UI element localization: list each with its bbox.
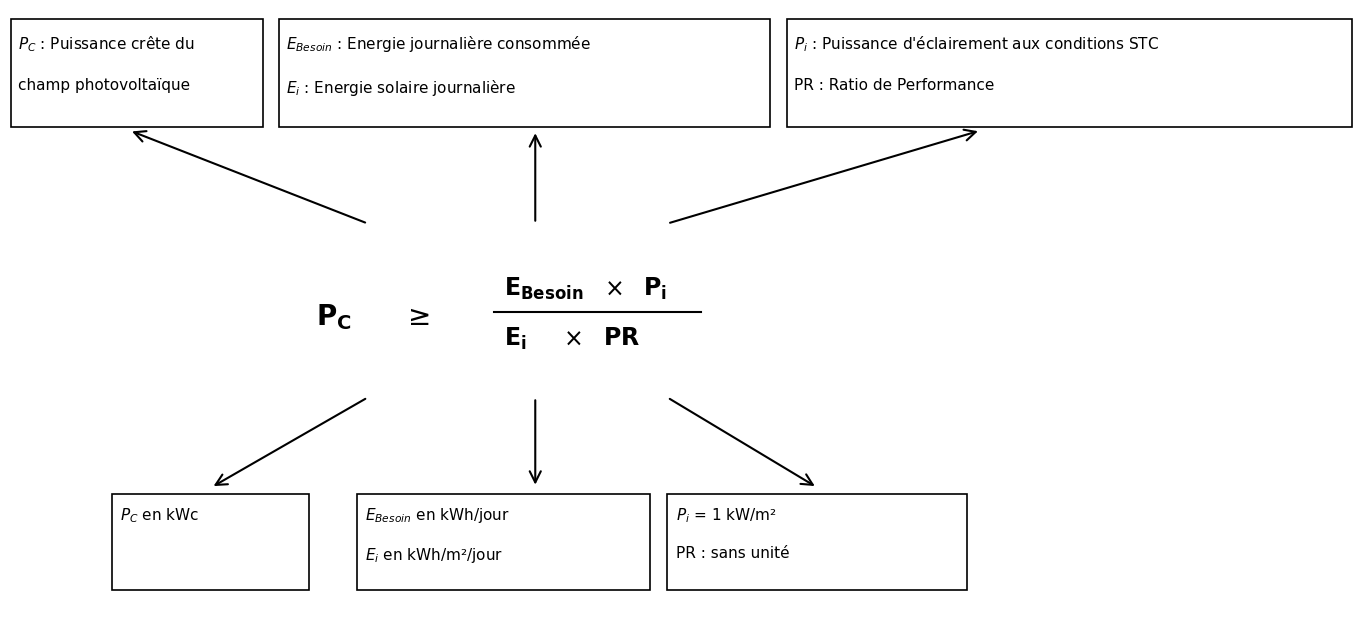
Text: $\mathbf{PR}$: $\mathbf{PR}$ (603, 327, 640, 350)
Bar (787, 19, 1352, 127)
Text: $E_{Besoin}$ en kWh/jour: $E_{Besoin}$ en kWh/jour (365, 506, 509, 525)
Text: $E_{Besoin}$ : Energie journalière consommée: $E_{Besoin}$ : Energie journalière conso… (286, 34, 591, 54)
Text: $P_C$ en kWc: $P_C$ en kWc (120, 506, 199, 525)
Bar (279, 19, 770, 127)
Text: $P_C$ : Puissance crête du: $P_C$ : Puissance crête du (18, 34, 195, 54)
Text: $\mathbf{P_C}$: $\mathbf{P_C}$ (316, 302, 351, 332)
Text: $P_i$ : Puissance d'éclairement aux conditions STC: $P_i$ : Puissance d'éclairement aux cond… (794, 34, 1159, 54)
Bar (11, 19, 263, 127)
Bar (112, 494, 309, 590)
Text: $E_i$ : Energie solaire journalière: $E_i$ : Energie solaire journalière (286, 78, 516, 97)
Text: champ photovoltaïque: champ photovoltaïque (18, 78, 189, 93)
Text: $\mathbf{E_{Besoin}}$: $\mathbf{E_{Besoin}}$ (504, 276, 583, 302)
Text: $E_i$ en kWh/m²/jour: $E_i$ en kWh/m²/jour (365, 546, 503, 566)
Text: PR : Ratio de Performance: PR : Ratio de Performance (794, 78, 994, 93)
Text: $\mathbf{E_i}$: $\mathbf{E_i}$ (504, 325, 527, 351)
Bar (667, 494, 967, 590)
Text: $\times$: $\times$ (563, 327, 582, 350)
Text: PR : sans unité: PR : sans unité (676, 546, 789, 561)
Bar (357, 494, 650, 590)
Text: $\geq$: $\geq$ (402, 302, 429, 331)
Text: $P_i$ = 1 kW/m²: $P_i$ = 1 kW/m² (676, 506, 776, 525)
Text: $\mathbf{P_i}$: $\mathbf{P_i}$ (643, 276, 666, 302)
Text: $\times$: $\times$ (603, 277, 622, 301)
